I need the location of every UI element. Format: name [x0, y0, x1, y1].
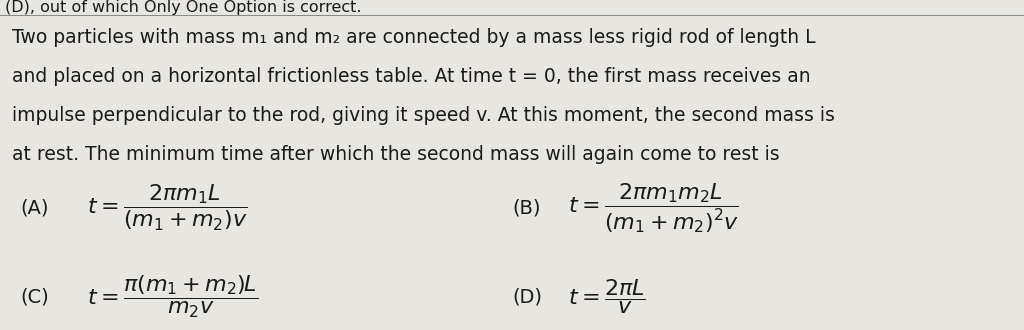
Text: $t = \dfrac{2\pi L}{v}$: $t = \dfrac{2\pi L}{v}$: [568, 278, 646, 316]
Text: $t = \dfrac{\pi(m_1 + m_2)L}{m_2 v}$: $t = \dfrac{\pi(m_1 + m_2)L}{m_2 v}$: [87, 274, 258, 320]
Text: impulse perpendicular to the rod, giving it speed v. At this moment, the second : impulse perpendicular to the rod, giving…: [12, 106, 836, 125]
Text: and placed on a horizontal frictionless table. At time t = 0, the first mass rec: and placed on a horizontal frictionless …: [12, 67, 811, 86]
Text: $t = \dfrac{2\pi m_1 m_2 L}{(m_1 + m_2)^2 v}$: $t = \dfrac{2\pi m_1 m_2 L}{(m_1 + m_2)^…: [568, 181, 739, 235]
Text: (D), out of which Only One Option is correct.: (D), out of which Only One Option is cor…: [5, 0, 361, 15]
Text: (A): (A): [20, 198, 49, 217]
Text: (B): (B): [512, 198, 541, 217]
Text: at rest. The minimum time after which the second mass will again come to rest is: at rest. The minimum time after which th…: [12, 145, 780, 164]
Text: $t = \dfrac{2\pi m_1 L}{(m_1 + m_2)v}$: $t = \dfrac{2\pi m_1 L}{(m_1 + m_2)v}$: [87, 183, 248, 233]
Text: (C): (C): [20, 287, 49, 307]
Text: Two particles with mass m₁ and m₂ are connected by a mass less rigid rod of leng: Two particles with mass m₁ and m₂ are co…: [12, 28, 816, 47]
Text: (D): (D): [512, 287, 542, 307]
